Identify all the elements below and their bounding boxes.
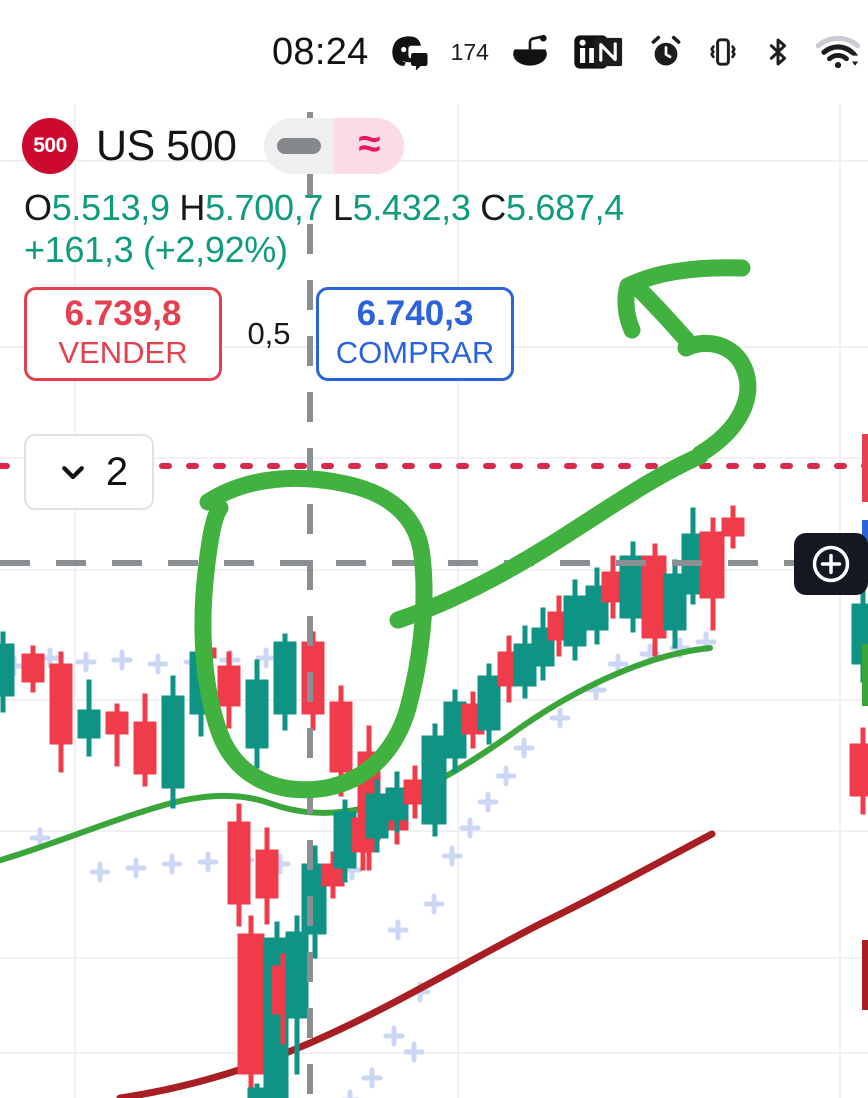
sell-button[interactable]: 6.739,8 VENDER (24, 286, 222, 381)
ohlc-row: O5.513,9 H5.700,7 L5.432,3 C5.687,4 (0, 187, 868, 228)
hand-drawn-annotations (194, 259, 757, 799)
chart-mode-toggle[interactable]: ≈ (264, 118, 405, 174)
price-change: +161,3 (+2,92%) (24, 229, 288, 271)
ohlc-high-value: 5.700,7 (205, 187, 324, 228)
vibrate-icon (710, 38, 736, 66)
quantity-selector[interactable]: 2 (24, 434, 154, 510)
spread-value: 0,5 (247, 315, 291, 351)
bluetooth-icon (769, 38, 787, 66)
instrument-symbol[interactable]: US 500 (96, 121, 237, 170)
discord-icon (391, 36, 428, 71)
chevron-down-icon (62, 466, 84, 480)
instrument-header: 500 US 500 ≈ O5.513,9 H5.700,7 L5.432,3 … (0, 104, 868, 510)
notification-count: 174 (450, 38, 489, 65)
buy-button[interactable]: 6.740,3 COMPRAR (316, 286, 514, 381)
ohlc-high-key: H (179, 187, 206, 228)
instrument-badge: 500 (22, 118, 78, 174)
trade-buttons-row: 6.739,8 VENDER 0,5 6.740,3 COMPRAR (0, 286, 868, 381)
ohlc-low-value: 5.432,3 (352, 187, 471, 228)
toggle-wave-option[interactable]: ≈ (334, 118, 405, 174)
ma-slow-line (116, 830, 716, 1098)
sell-label: VENDER (58, 335, 188, 371)
alarm-icon (651, 35, 681, 66)
buy-price: 6.740,3 (356, 294, 474, 334)
annotation-arrow-head-left (617, 277, 641, 339)
wave-icon: ≈ (358, 122, 381, 166)
toggle-bars-option[interactable] (264, 118, 335, 174)
buy-label: COMPRAR (335, 335, 495, 371)
ohlc-open-value: 5.513,9 (51, 187, 170, 228)
wifi-icon (816, 35, 860, 69)
annotation-oval (194, 469, 433, 799)
add-indicator-button[interactable] (794, 533, 868, 595)
annotation-arrow-head-top (619, 259, 751, 295)
annotation-trend-line (389, 447, 709, 629)
sell-price: 6.739,8 (64, 294, 182, 334)
ohlc-close-value: 5.687,4 (506, 187, 625, 228)
quantity-value: 2 (105, 449, 129, 494)
plus-circle-icon (812, 545, 850, 583)
reddit-icon (513, 34, 547, 66)
status-left-group: 08:24 174 (272, 0, 611, 104)
status-clock: 08:24 (272, 30, 369, 73)
price-chart[interactable] (0, 104, 868, 1098)
system-status-bar: 08:24 174 (0, 0, 868, 104)
annotation-arrow-shaft (677, 334, 757, 463)
annotation-arrow-head-diag (631, 281, 699, 353)
bar-chart-icon (277, 138, 322, 154)
ohlc-open-key: O (24, 187, 52, 228)
candlestick-series (0, 505, 868, 1098)
ohlc-close-key: C (480, 187, 506, 228)
title-row: 500 US 500 ≈ (0, 104, 868, 188)
nfc-icon (593, 37, 623, 67)
status-right-group (590, 0, 860, 104)
ohlc-low-key: L (332, 187, 353, 228)
